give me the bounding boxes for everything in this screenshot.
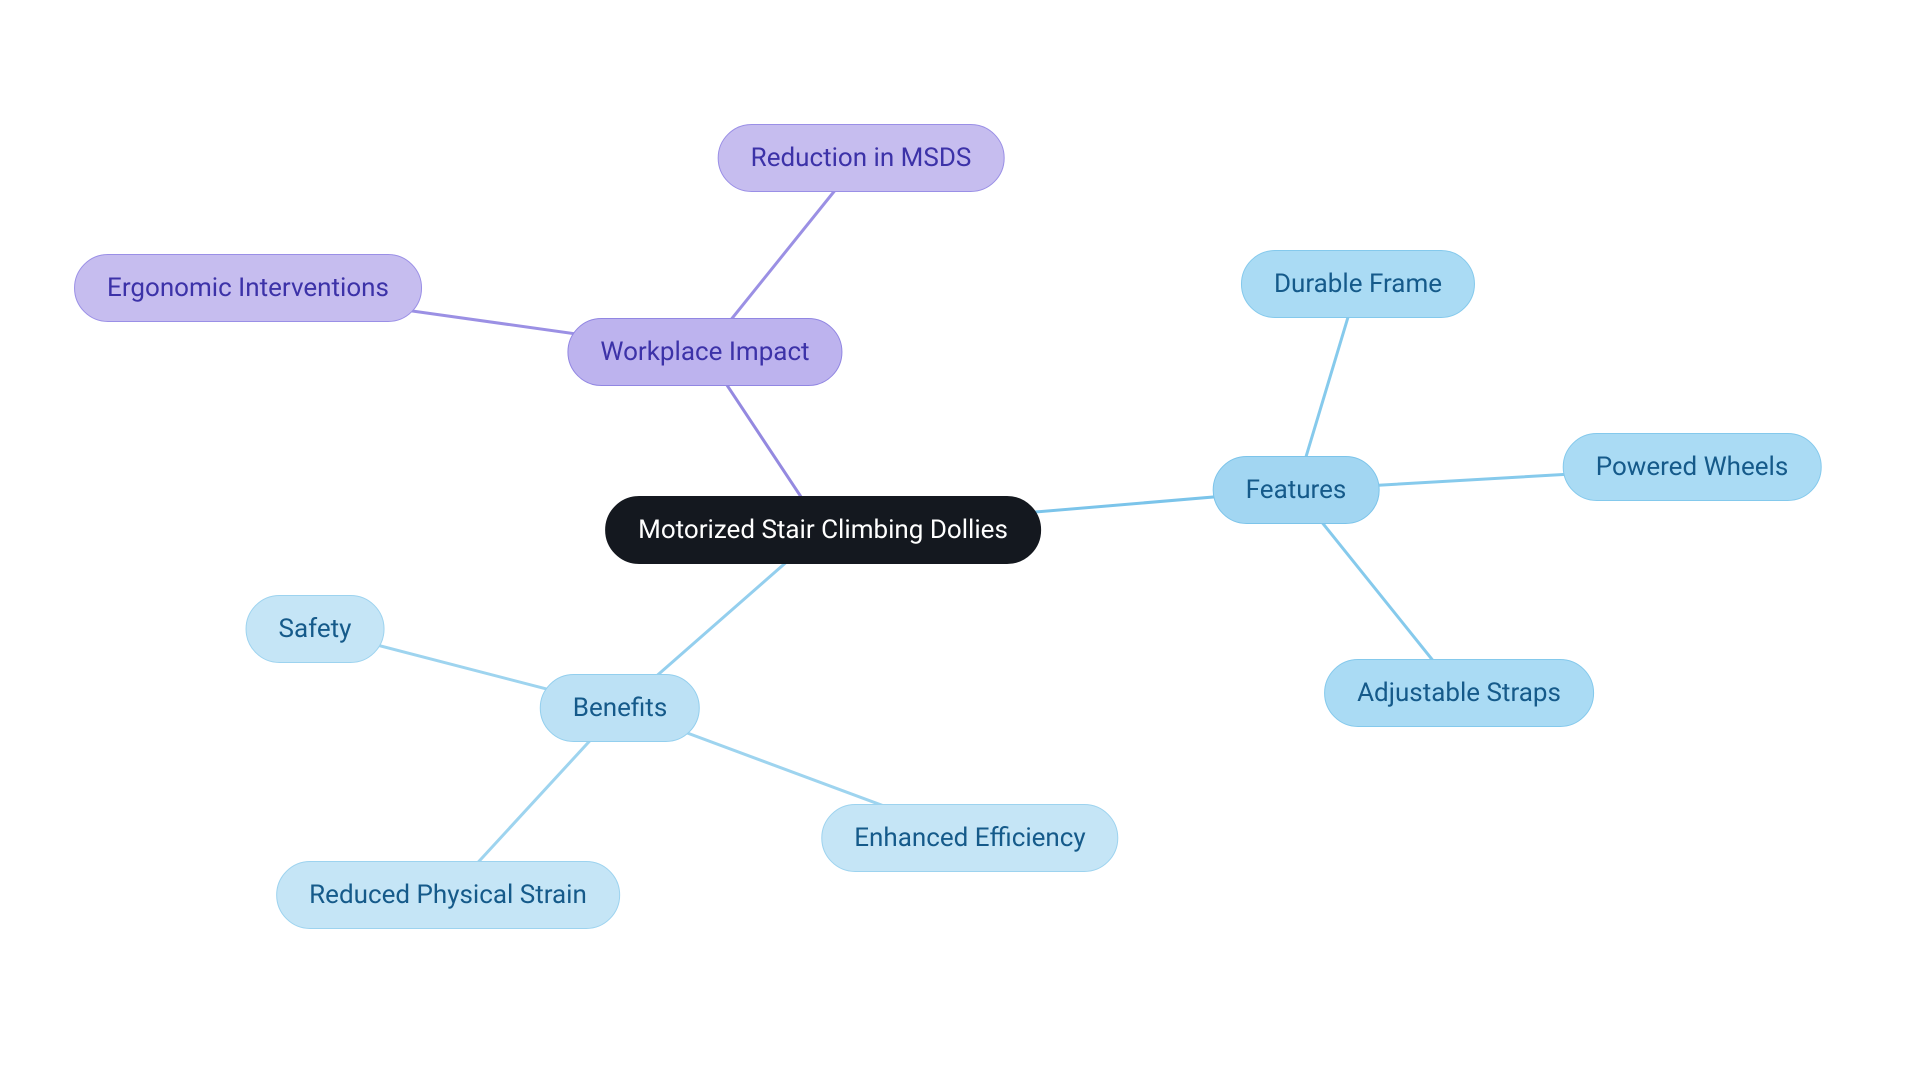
node-eff: Enhanced Efficiency bbox=[821, 804, 1118, 872]
node-straps: Adjustable Straps bbox=[1324, 659, 1594, 727]
node-features: Features bbox=[1213, 456, 1380, 524]
node-msds: Reduction in MSDS bbox=[718, 124, 1005, 192]
node-safety: Safety bbox=[246, 595, 385, 663]
node-root: Motorized Stair Climbing Dollies bbox=[605, 496, 1041, 564]
node-wheels: Powered Wheels bbox=[1563, 433, 1822, 501]
diagram-canvas: Motorized Stair Climbing Dollies Workplac… bbox=[0, 0, 1920, 1083]
node-workplace: Workplace Impact bbox=[567, 318, 842, 386]
node-ergo: Ergonomic Interventions bbox=[74, 254, 422, 322]
node-benefits: Benefits bbox=[540, 674, 700, 742]
node-frame: Durable Frame bbox=[1241, 250, 1475, 318]
node-strain: Reduced Physical Strain bbox=[276, 861, 620, 929]
